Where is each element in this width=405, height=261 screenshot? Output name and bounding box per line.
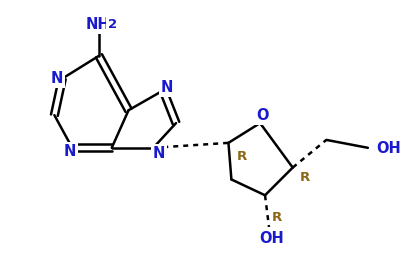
Text: N: N (153, 146, 165, 161)
Text: R: R (237, 150, 247, 163)
Text: R: R (299, 171, 310, 184)
Text: R: R (272, 211, 282, 223)
Text: OH: OH (376, 141, 401, 156)
Text: OH: OH (260, 231, 284, 246)
Text: N: N (161, 80, 173, 95)
Text: NH: NH (85, 17, 110, 32)
Text: 2: 2 (108, 18, 117, 31)
Text: N: N (50, 71, 62, 86)
Text: O: O (256, 108, 269, 123)
Text: N: N (64, 144, 77, 159)
